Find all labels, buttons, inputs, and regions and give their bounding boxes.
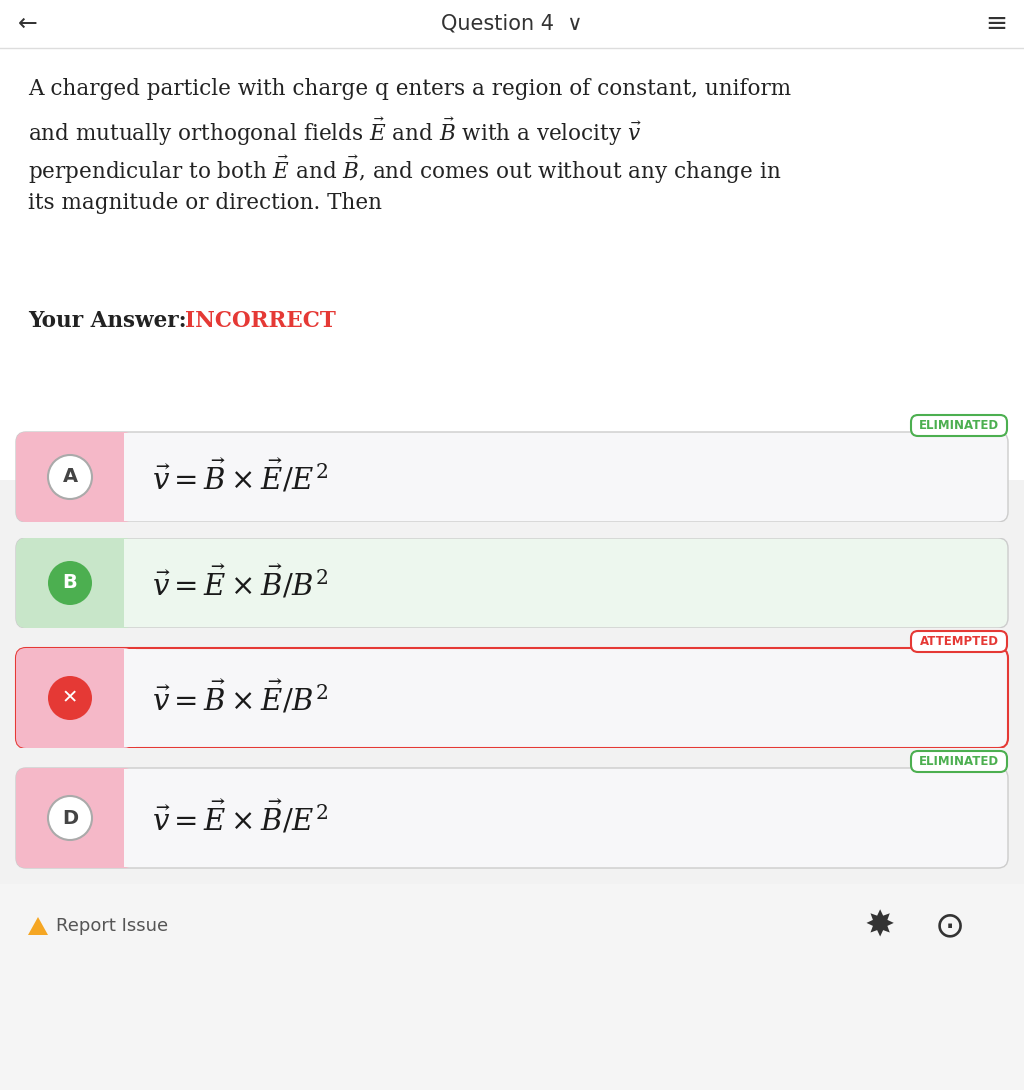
Text: Your Answer:: Your Answer: <box>28 310 186 332</box>
Bar <box>0 48 1024 480</box>
Circle shape <box>48 676 92 720</box>
Text: D: D <box>61 809 78 827</box>
Text: and mutually orthogonal fields $\vec{E}$ and $\vec{B}$ with a velocity $\vec{v}$: and mutually orthogonal fields $\vec{E}$… <box>28 116 642 148</box>
Text: $\vec{v} = \vec{E} \times \vec{B}/B^2$: $\vec{v} = \vec{E} \times \vec{B}/B^2$ <box>152 565 329 602</box>
FancyBboxPatch shape <box>16 647 1008 748</box>
Bar <box>124 433 136 521</box>
FancyBboxPatch shape <box>16 432 134 522</box>
Text: ✸: ✸ <box>865 909 895 943</box>
Text: ATTEMPTED: ATTEMPTED <box>920 635 998 647</box>
Bar <box>0 748 1024 764</box>
Text: A charged particle with charge q enters a region of constant, uniform: A charged particle with charge q enters … <box>28 78 792 100</box>
FancyBboxPatch shape <box>911 631 1007 652</box>
Text: its magnitude or direction. Then: its magnitude or direction. Then <box>28 192 382 214</box>
Text: perpendicular to both $\vec{E}$ and $\vec{B}$, and comes out without any change : perpendicular to both $\vec{E}$ and $\ve… <box>28 154 781 186</box>
Text: ≡: ≡ <box>985 11 1007 37</box>
Text: B: B <box>62 573 78 593</box>
Bar <box>124 770 136 867</box>
Circle shape <box>48 796 92 840</box>
FancyBboxPatch shape <box>911 415 1007 436</box>
Text: INCORRECT: INCORRECT <box>185 310 336 332</box>
FancyBboxPatch shape <box>16 647 134 748</box>
Polygon shape <box>28 917 48 935</box>
FancyBboxPatch shape <box>16 538 134 628</box>
Bar <box>0 522 1024 538</box>
Text: ELIMINATED: ELIMINATED <box>919 755 999 768</box>
Bar <box>124 538 136 627</box>
FancyBboxPatch shape <box>16 432 1008 522</box>
Text: $\vec{v} = \vec{B} \times \vec{E}/E^2$: $\vec{v} = \vec{B} \times \vec{E}/E^2$ <box>152 458 328 496</box>
Bar <box>0 884 1024 1090</box>
Circle shape <box>48 455 92 499</box>
Text: ⊙: ⊙ <box>935 909 966 943</box>
Text: A: A <box>62 468 78 486</box>
Text: ←: ← <box>18 12 38 36</box>
Circle shape <box>48 561 92 605</box>
FancyBboxPatch shape <box>16 768 134 868</box>
Text: ELIMINATED: ELIMINATED <box>919 419 999 432</box>
FancyBboxPatch shape <box>911 751 1007 772</box>
Bar <box>0 628 1024 644</box>
Text: $\vec{v} = \vec{E} \times \vec{B}/E^2$: $\vec{v} = \vec{E} \times \vec{B}/E^2$ <box>152 799 328 837</box>
FancyBboxPatch shape <box>16 768 1008 868</box>
FancyBboxPatch shape <box>16 538 1008 628</box>
Bar <box>124 649 136 747</box>
Text: Question 4  ∨: Question 4 ∨ <box>441 14 583 34</box>
Text: $\vec{v} = \vec{B} \times \vec{E}/B^2$: $\vec{v} = \vec{B} \times \vec{E}/B^2$ <box>152 679 329 717</box>
Text: ✕: ✕ <box>61 689 78 707</box>
Bar <box>0 0 1024 48</box>
Text: Report Issue: Report Issue <box>56 917 168 935</box>
